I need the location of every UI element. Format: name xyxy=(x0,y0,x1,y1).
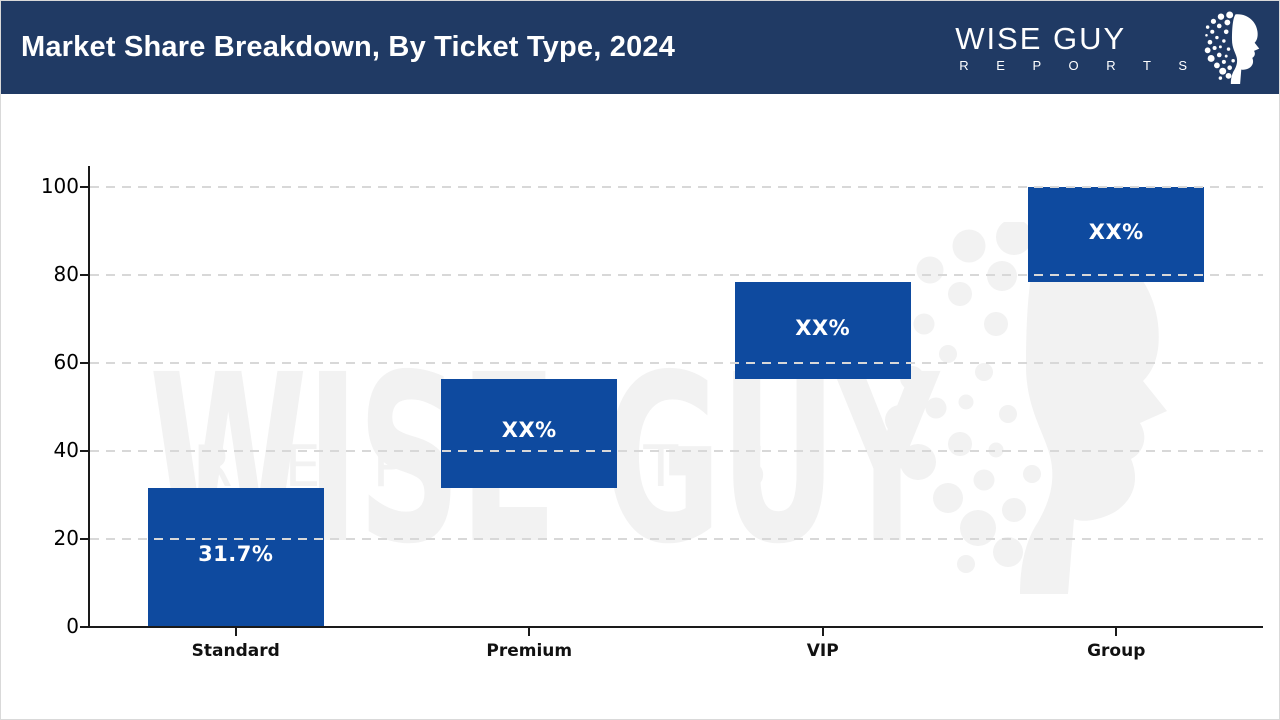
y-tick-mark-20 xyxy=(80,538,88,540)
x-tick-label-standard: Standard xyxy=(191,641,280,661)
x-tick-mark-group xyxy=(1115,628,1118,636)
x-tick-mark-vip xyxy=(821,628,824,636)
x-tick-label-premium: Premium xyxy=(486,641,573,661)
gridline-100 xyxy=(90,186,1263,188)
x-tick-mark-standard xyxy=(234,628,237,636)
page-title: Market Share Breakdown, By Ticket Type, … xyxy=(21,31,676,63)
brand-logo: WISE GUY R E P O R T S xyxy=(955,7,1261,89)
x-axis xyxy=(88,626,1263,628)
y-tick-mark-0 xyxy=(80,626,88,628)
y-axis xyxy=(88,166,90,628)
y-tick-label-60: 60 xyxy=(53,350,79,374)
x-tick-label-group: Group xyxy=(1087,641,1146,661)
bar-group xyxy=(1028,187,1205,283)
bar-value-label-vip: XX% xyxy=(795,315,851,340)
y-tick-mark-40 xyxy=(80,450,88,452)
bar-value-label-premium: XX% xyxy=(501,418,557,443)
x-tick-mark-premium xyxy=(528,628,531,636)
logo-line2: R E P O R T S xyxy=(959,57,1199,73)
bar-value-label-standard: 31.7% xyxy=(198,542,274,567)
gridline-60 xyxy=(90,362,1263,364)
x-tick-label-vip: VIP xyxy=(806,641,839,661)
y-tick-label-100: 100 xyxy=(40,174,79,198)
header-bar: Market Share Breakdown, By Ticket Type, … xyxy=(1,1,1279,94)
gridline-20 xyxy=(90,538,1263,540)
y-tick-label-20: 20 xyxy=(53,526,79,550)
y-tick-label-40: 40 xyxy=(53,438,79,462)
y-tick-mark-60 xyxy=(80,362,88,364)
y-tick-mark-100 xyxy=(80,186,88,188)
bar-premium xyxy=(441,379,618,488)
gridline-80 xyxy=(90,274,1263,276)
gridline-40 xyxy=(90,450,1263,452)
bar-value-label-group: XX% xyxy=(1088,219,1144,244)
y-tick-mark-80 xyxy=(80,274,88,276)
y-tick-label-0: 0 xyxy=(66,614,79,638)
bar-standard xyxy=(147,487,324,627)
y-tick-label-80: 80 xyxy=(53,262,79,286)
logo-head-icon xyxy=(1203,7,1261,89)
logo-line1: WISE GUY xyxy=(955,20,1127,56)
logo-wordmark: WISE GUY R E P O R T S xyxy=(955,23,1199,73)
